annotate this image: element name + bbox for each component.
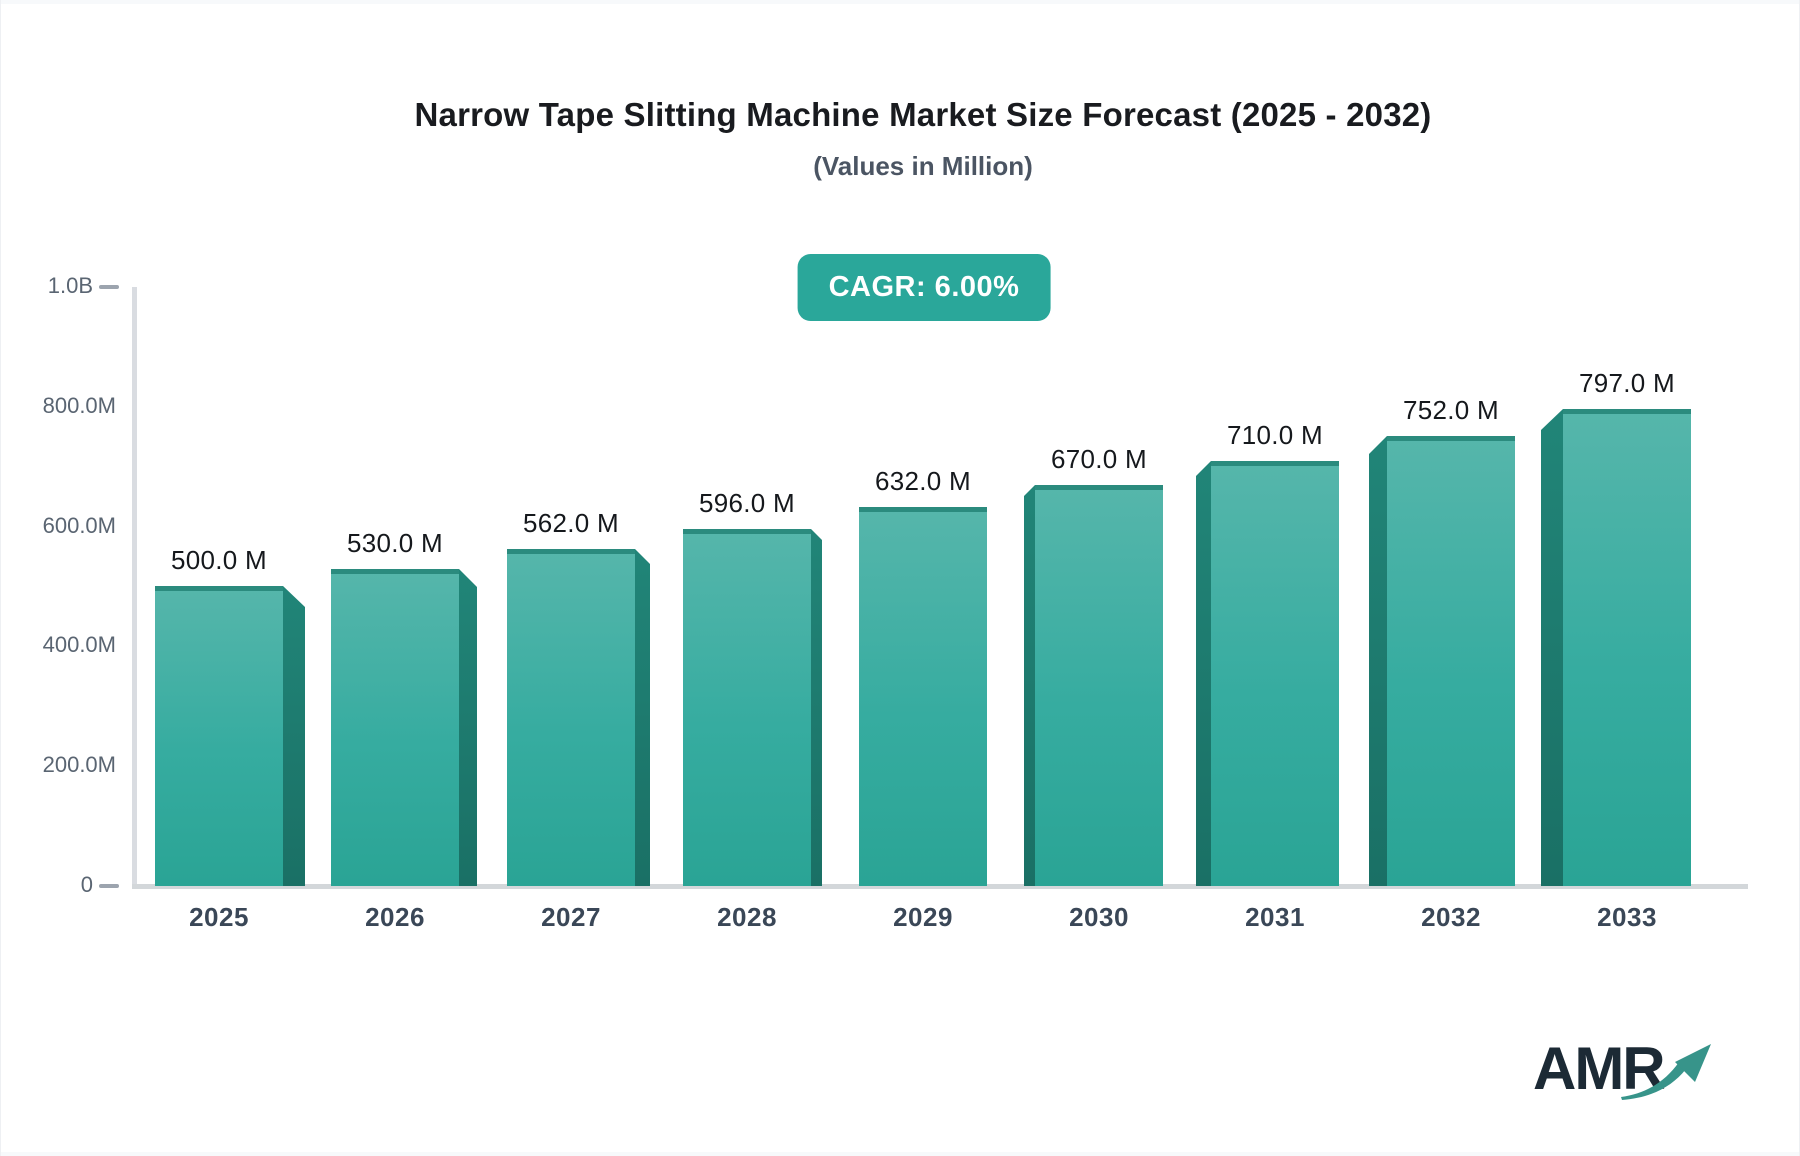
bar-face-2027 [507, 549, 635, 886]
bar-face-2028 [683, 529, 811, 886]
bar-2030 [1024, 485, 1163, 886]
bar-2033 [1541, 409, 1691, 886]
bar-2025 [155, 586, 305, 886]
bar-top-edge [1387, 436, 1515, 441]
bar-3d-side-2030 [1024, 485, 1035, 886]
bar-slot-2033: 797.0 M [1539, 287, 1715, 886]
chart-subtitle: (Values in Million) [813, 151, 1033, 181]
bar-2032 [1369, 436, 1515, 886]
bar-2031 [1196, 461, 1339, 886]
bar-top-edge [155, 586, 283, 591]
bar-top-edge [331, 569, 459, 574]
bar-2026 [331, 569, 477, 886]
y-tick-label-1.0B: 1.0B [47, 273, 93, 298]
x-axis-labels: 2025 2026 2027 2028 2029 2030 2031 2032 2033 [131, 902, 1715, 933]
bar-slot-2029: 632.0 M [835, 287, 1011, 886]
plot-area: 500.0 M 530.0 M 562.0 M 596.0 M 632.0 M 670.0… [131, 287, 1715, 886]
bar-3d-side-2032 [1369, 436, 1387, 886]
y-axis-line [132, 287, 137, 889]
bar-value-label-2029: 632.0 M [874, 466, 972, 496]
x-axis-line [132, 884, 1748, 889]
cagr-badge: CAGR: 6.00% [797, 254, 1051, 321]
bar-face-2032 [1387, 436, 1515, 886]
x-axis-label-2029: 2029 [893, 902, 953, 932]
bar-3d-side-2028 [811, 529, 822, 886]
y-tick-label-200.0M: 200.0M [42, 752, 116, 778]
x-axis-label-2033: 2033 [1597, 902, 1657, 932]
bar-top-edge [1211, 461, 1339, 466]
x-axis-label-2026: 2026 [365, 902, 425, 932]
bar-slot-2028: 596.0 M [659, 287, 835, 886]
logo-text: AMR [1533, 1035, 1666, 1102]
cagr-badge-label: CAGR: 6.00% [828, 271, 1020, 303]
bar-slot-2027: 562.0 M [483, 287, 659, 886]
x-axis-label-2028: 2028 [717, 902, 777, 932]
bar-3d-side-2026 [459, 569, 477, 886]
bar-top-edge [1563, 409, 1691, 414]
bar-value-label-2028: 596.0 M [698, 488, 796, 518]
brand-logo: AMR [1529, 1032, 1719, 1112]
bar-value-label-2026: 530.0 M [346, 528, 444, 558]
bar-3d-side-2031 [1196, 461, 1211, 886]
bar-face-2029 [859, 507, 987, 886]
y-tick-label-600.0M: 600.0M [42, 512, 116, 538]
bar-top-edge [1035, 485, 1163, 490]
y-tick-label-0: 0 [80, 872, 93, 897]
y-tick-mark [99, 884, 119, 888]
bottom-edge-divider [1, 1152, 1799, 1156]
x-axis-label-2027: 2027 [541, 902, 601, 932]
growth-arrow-icon [1621, 1044, 1711, 1100]
bar-slot-2032: 752.0 M [1363, 287, 1539, 886]
bar-value-label-2033: 797.0 M [1578, 368, 1676, 398]
y-tick-label-800.0M: 800.0M [42, 392, 116, 418]
bar-slot-2025: 500.0 M [131, 287, 307, 886]
x-axis-label-2025: 2025 [189, 902, 249, 932]
bar-2029 [859, 507, 987, 886]
bar-value-label-2027: 562.0 M [522, 508, 620, 538]
bar-slot-2031: 710.0 M [1187, 287, 1363, 886]
bar-value-label-2032: 752.0 M [1402, 395, 1500, 425]
bar-2027 [507, 549, 650, 886]
bar-3d-side-2027 [635, 549, 650, 886]
bar-face-2031 [1211, 461, 1339, 886]
bar-top-edge [507, 549, 635, 554]
bar-top-edge [683, 529, 811, 534]
bar-value-label-2031: 710.0 M [1226, 420, 1324, 450]
bar-top-edge [859, 507, 987, 512]
bar-3d-side-2025 [283, 586, 305, 886]
y-tick-mark [99, 285, 119, 289]
bar-3d-side-2033 [1541, 409, 1563, 886]
bar-slot-2030: 670.0 M [1011, 287, 1187, 886]
bar-face-2026 [331, 569, 459, 886]
chart-header: Narrow Tape Slitting Machine Market Size… [1, 96, 1799, 182]
top-edge-divider [1, 0, 1799, 4]
bar-value-label-2025: 500.0 M [170, 545, 268, 575]
bar-face-2025 [155, 586, 283, 886]
x-axis-label-2032: 2032 [1421, 902, 1481, 932]
bar-slot-2026: 530.0 M [307, 287, 483, 886]
x-axis-label-2030: 2030 [1069, 902, 1129, 932]
bar-face-2033 [1563, 409, 1691, 886]
y-tick-label-400.0M: 400.0M [42, 632, 116, 658]
bar-2028 [683, 529, 822, 886]
bar-face-2030 [1035, 485, 1163, 886]
x-axis-label-2031: 2031 [1245, 902, 1305, 932]
bar-value-label-2030: 670.0 M [1050, 444, 1148, 474]
page-title: Narrow Tape Slitting Machine Market Size… [414, 96, 1432, 133]
